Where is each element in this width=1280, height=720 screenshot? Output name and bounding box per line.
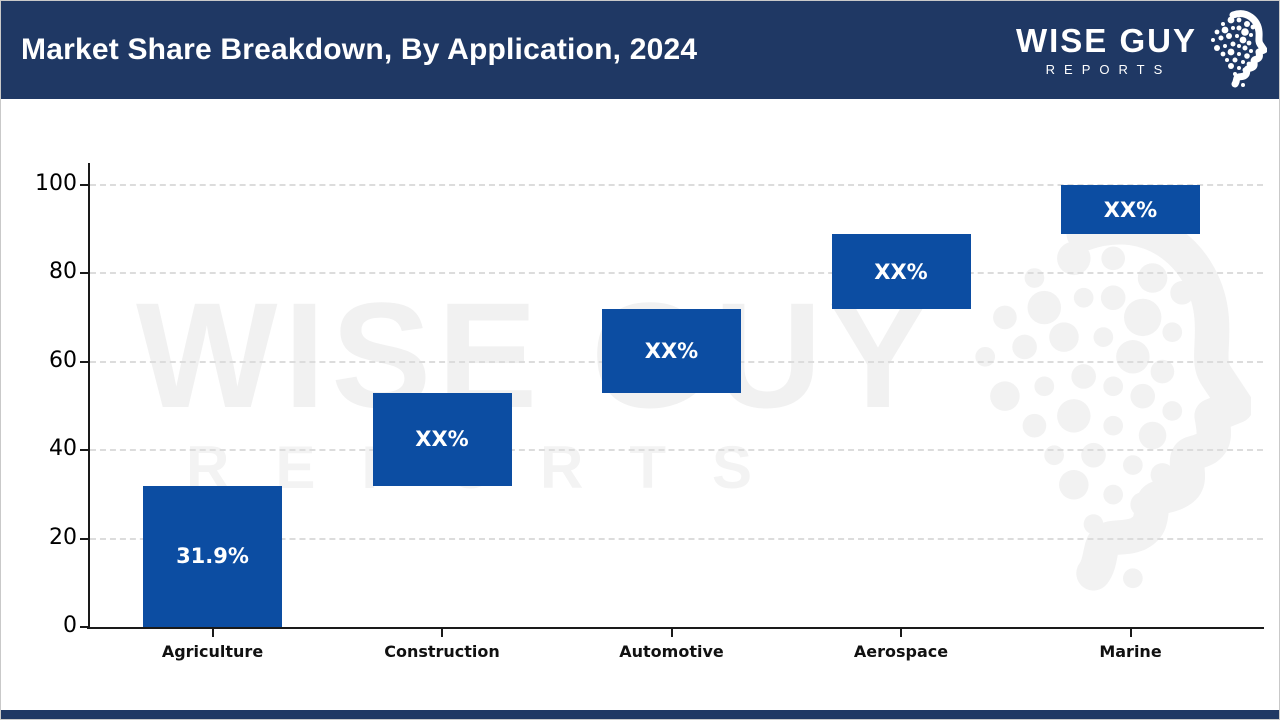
bar-value-label: XX%	[1103, 197, 1158, 222]
footer-bar	[1, 710, 1279, 719]
x-axis-label-construction: Construction	[384, 642, 500, 661]
header-bar: Market Share Breakdown, By Application, …	[1, 1, 1279, 99]
bar-value-label: 31.9%	[176, 544, 249, 569]
page-title: Market Share Breakdown, By Application, …	[21, 33, 698, 66]
bar-agriculture: 31.9%	[143, 486, 282, 627]
brand-logo: WISE GUY REPORTS	[1016, 8, 1267, 92]
brand-logo-text: WISE GUY REPORTS	[1016, 24, 1197, 76]
y-tick-mark	[80, 360, 88, 363]
bar-value-label: XX%	[644, 338, 699, 363]
y-tick-mark	[80, 184, 88, 186]
y-tick-label: 80	[49, 259, 77, 285]
y-tick-label: 60	[49, 347, 77, 373]
bar-aerospace: XX%	[831, 234, 971, 310]
y-tick-label: 40	[49, 436, 77, 462]
bar-construction: XX%	[372, 392, 512, 486]
x-tick-mark	[900, 629, 902, 637]
y-tick-mark	[80, 537, 88, 540]
x-tick-mark	[211, 629, 214, 637]
bar-value-label: XX%	[415, 427, 469, 452]
brand-name: WISE GUY	[1015, 22, 1197, 59]
bar-automotive: XX%	[602, 309, 741, 393]
x-axis-label-aerospace: Aerospace	[853, 642, 949, 661]
gridline-20	[90, 537, 1263, 540]
x-axis-label-automotive: Automotive	[619, 642, 724, 661]
gridline-40	[90, 449, 1263, 452]
x-axis-label-agriculture: Agriculture	[161, 642, 264, 661]
y-tick-label: 20	[49, 524, 77, 550]
gridline-100	[90, 184, 1263, 186]
y-tick-mark	[80, 272, 88, 275]
y-axis-line	[88, 163, 90, 629]
bar-value-label: XX%	[874, 259, 928, 284]
watermark-text-wiseguy: WISE GUY	[136, 271, 935, 439]
x-axis-label-marine: Marine	[1099, 642, 1162, 661]
y-tick-label: 100	[35, 171, 77, 196]
gridline-80	[90, 272, 1263, 275]
y-tick-mark	[80, 449, 88, 452]
x-tick-mark	[441, 629, 443, 637]
wiseguy-head-icon	[1203, 8, 1267, 92]
brand-subname: REPORTS	[1045, 62, 1172, 77]
x-tick-mark	[1129, 629, 1132, 637]
y-tick-mark	[80, 626, 88, 628]
y-tick-label: 0	[63, 613, 77, 638]
x-tick-mark	[670, 629, 673, 637]
x-axis-line	[87, 627, 1264, 629]
bar-marine: XX%	[1061, 185, 1200, 235]
